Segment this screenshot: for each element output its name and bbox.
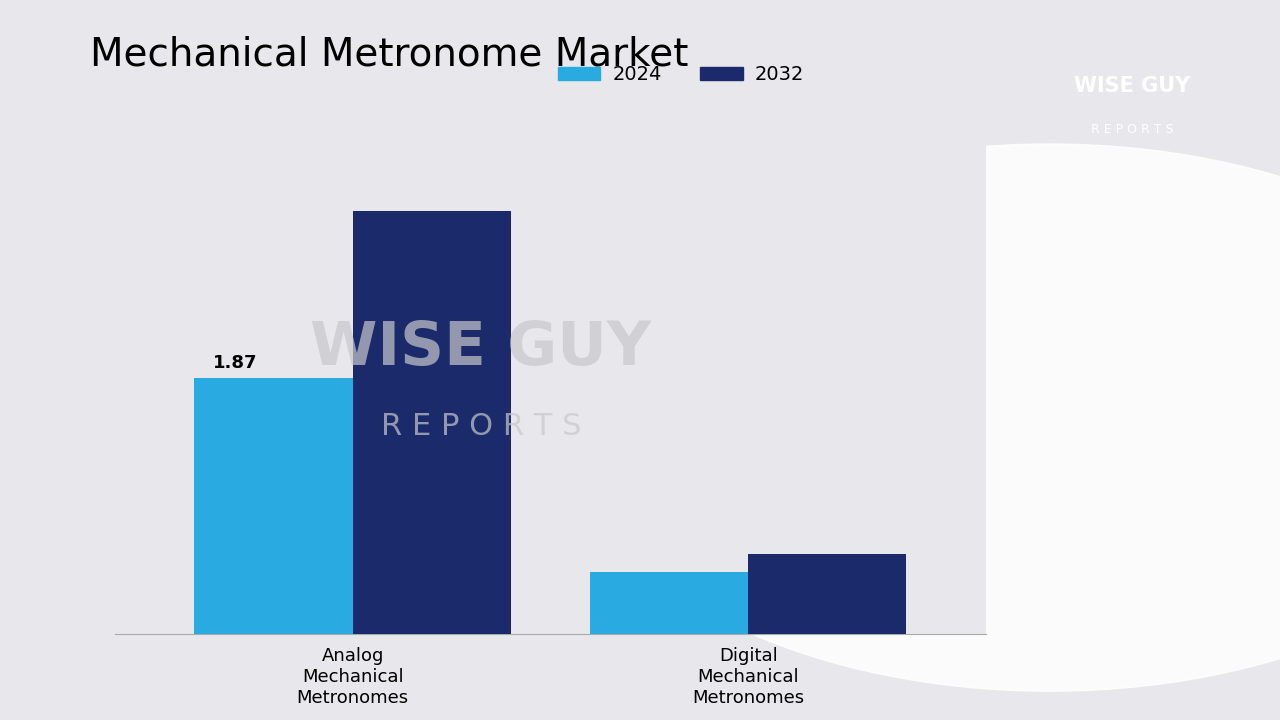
Text: WISE GUY: WISE GUY: [1074, 76, 1190, 96]
Text: R E P O R T S: R E P O R T S: [1091, 123, 1174, 136]
Text: Mechanical Metronome Market: Mechanical Metronome Market: [90, 36, 687, 74]
Text: R E P O R T S: R E P O R T S: [380, 412, 581, 441]
Bar: [352, 211, 511, 634]
Circle shape: [563, 144, 1280, 691]
Text: WISE GUY: WISE GUY: [310, 319, 652, 378]
Bar: [195, 379, 352, 634]
Text: 1.87: 1.87: [214, 354, 257, 372]
Bar: [749, 554, 906, 634]
Bar: [590, 572, 749, 634]
Legend: 2024, 2032: 2024, 2032: [550, 58, 812, 92]
